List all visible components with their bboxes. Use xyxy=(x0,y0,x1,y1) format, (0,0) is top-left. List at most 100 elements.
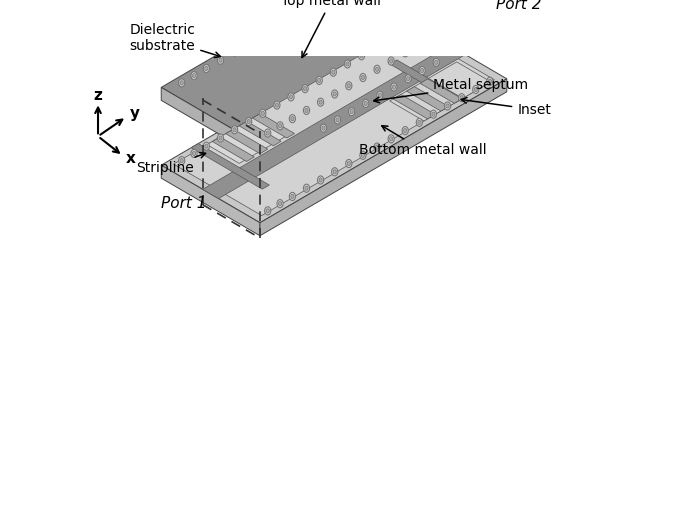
Ellipse shape xyxy=(289,192,295,201)
Ellipse shape xyxy=(203,142,209,150)
Ellipse shape xyxy=(260,32,266,39)
Text: Dielectric
substrate: Dielectric substrate xyxy=(130,23,220,58)
Ellipse shape xyxy=(319,100,322,104)
Ellipse shape xyxy=(458,16,465,24)
Ellipse shape xyxy=(333,92,336,96)
Ellipse shape xyxy=(446,26,449,30)
Ellipse shape xyxy=(430,33,437,40)
Text: Stripline: Stripline xyxy=(136,153,206,175)
Polygon shape xyxy=(212,137,254,162)
Ellipse shape xyxy=(290,194,294,198)
Ellipse shape xyxy=(346,82,352,90)
Ellipse shape xyxy=(407,77,410,81)
Ellipse shape xyxy=(305,186,308,191)
Ellipse shape xyxy=(358,51,365,60)
Ellipse shape xyxy=(219,136,222,140)
Ellipse shape xyxy=(421,68,424,72)
Text: x: x xyxy=(126,151,136,166)
Ellipse shape xyxy=(335,116,341,124)
Ellipse shape xyxy=(304,9,307,13)
Ellipse shape xyxy=(405,75,411,83)
Ellipse shape xyxy=(279,124,281,128)
Polygon shape xyxy=(393,94,435,119)
Ellipse shape xyxy=(372,44,379,51)
Ellipse shape xyxy=(180,159,183,163)
Ellipse shape xyxy=(432,112,435,116)
Polygon shape xyxy=(390,62,491,121)
Ellipse shape xyxy=(233,50,236,54)
Text: Port 1: Port 1 xyxy=(161,196,206,211)
Polygon shape xyxy=(174,28,494,216)
Ellipse shape xyxy=(432,34,435,38)
Ellipse shape xyxy=(203,65,209,72)
Ellipse shape xyxy=(336,118,339,122)
Ellipse shape xyxy=(402,49,408,57)
Ellipse shape xyxy=(266,209,270,213)
Ellipse shape xyxy=(458,93,465,102)
Ellipse shape xyxy=(346,62,349,66)
Ellipse shape xyxy=(275,103,279,107)
Ellipse shape xyxy=(444,102,451,110)
Ellipse shape xyxy=(265,129,271,137)
Ellipse shape xyxy=(304,87,307,91)
Ellipse shape xyxy=(332,70,335,75)
Ellipse shape xyxy=(265,207,271,215)
Ellipse shape xyxy=(416,118,422,127)
Polygon shape xyxy=(260,79,507,236)
Ellipse shape xyxy=(446,104,449,108)
Ellipse shape xyxy=(279,202,281,206)
Ellipse shape xyxy=(489,79,491,83)
Polygon shape xyxy=(203,45,466,198)
Ellipse shape xyxy=(347,83,351,88)
Polygon shape xyxy=(253,113,295,138)
Ellipse shape xyxy=(388,135,394,143)
Ellipse shape xyxy=(418,43,421,47)
Polygon shape xyxy=(260,1,507,158)
Ellipse shape xyxy=(288,93,294,101)
Ellipse shape xyxy=(247,120,251,124)
Ellipse shape xyxy=(430,110,437,118)
Ellipse shape xyxy=(289,95,293,99)
Ellipse shape xyxy=(378,93,382,97)
Ellipse shape xyxy=(388,37,391,41)
Ellipse shape xyxy=(360,151,366,160)
Ellipse shape xyxy=(344,60,351,68)
Polygon shape xyxy=(226,129,267,154)
Polygon shape xyxy=(239,121,281,146)
Polygon shape xyxy=(161,0,507,145)
Ellipse shape xyxy=(275,25,279,29)
Ellipse shape xyxy=(389,59,393,63)
Ellipse shape xyxy=(377,91,383,99)
Ellipse shape xyxy=(374,143,380,151)
Ellipse shape xyxy=(277,122,283,130)
Ellipse shape xyxy=(364,101,368,106)
Ellipse shape xyxy=(289,17,293,21)
Ellipse shape xyxy=(388,57,394,65)
Ellipse shape xyxy=(191,150,197,158)
Ellipse shape xyxy=(444,24,451,32)
Ellipse shape xyxy=(303,107,309,114)
Ellipse shape xyxy=(232,126,238,134)
Polygon shape xyxy=(390,60,463,102)
Ellipse shape xyxy=(404,129,407,133)
Ellipse shape xyxy=(318,176,323,184)
Ellipse shape xyxy=(247,41,251,46)
Ellipse shape xyxy=(460,96,463,100)
Ellipse shape xyxy=(419,67,425,75)
Ellipse shape xyxy=(400,27,407,35)
Ellipse shape xyxy=(246,40,252,48)
Text: Bottom metal wall: Bottom metal wall xyxy=(358,125,486,157)
Ellipse shape xyxy=(361,153,365,158)
Ellipse shape xyxy=(375,145,379,149)
Ellipse shape xyxy=(349,108,355,116)
Ellipse shape xyxy=(391,83,397,91)
Ellipse shape xyxy=(288,15,294,23)
Ellipse shape xyxy=(460,18,463,22)
Ellipse shape xyxy=(218,134,223,142)
Ellipse shape xyxy=(260,109,266,118)
Ellipse shape xyxy=(178,156,185,165)
Text: Top metal wall: Top metal wall xyxy=(281,0,381,57)
Ellipse shape xyxy=(389,136,393,141)
Ellipse shape xyxy=(266,131,270,135)
Ellipse shape xyxy=(363,99,369,108)
